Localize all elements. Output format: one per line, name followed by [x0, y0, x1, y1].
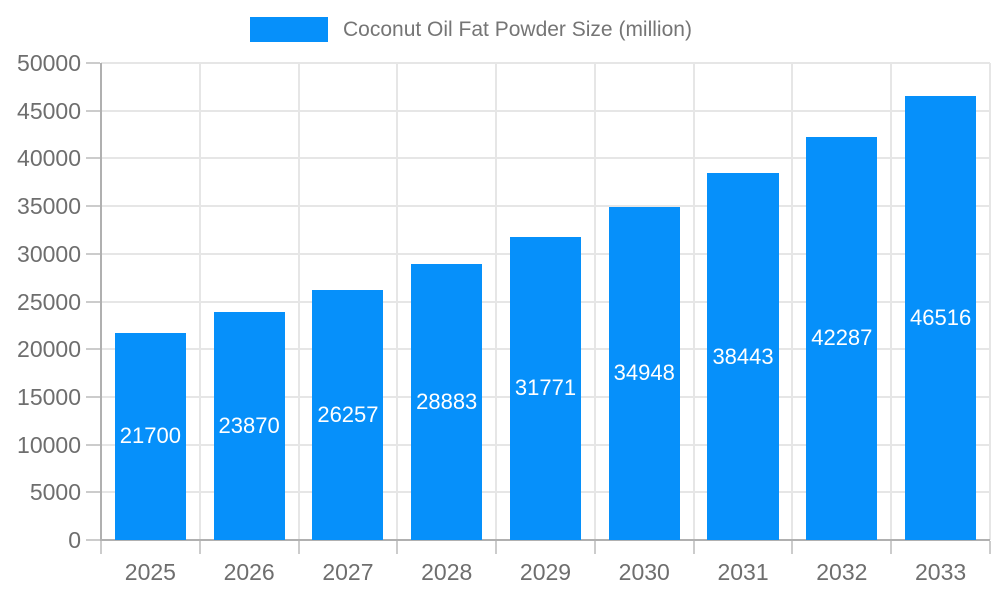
h-gridline	[101, 62, 990, 64]
x-tick-label: 2031	[717, 559, 769, 585]
y-tick-label: 0	[68, 527, 81, 553]
bar: 38443	[707, 173, 779, 540]
x-tick-label: 2026	[223, 559, 275, 585]
x-tick	[593, 541, 596, 554]
y-tick-label: 35000	[17, 193, 81, 220]
y-tick	[86, 157, 100, 160]
plot-area: 0 5000 10000 15000 20000 25000 30000 35000 40000…	[17, 50, 991, 585]
bar: 34948	[608, 206, 680, 540]
y-tick-label: 30000	[17, 240, 81, 267]
y-tick	[86, 395, 100, 398]
y-tick-label: 15000	[17, 383, 81, 410]
x-tick-label: 2033	[915, 559, 967, 585]
y-tick	[86, 348, 100, 351]
v-gridline	[198, 63, 201, 540]
y-tick	[86, 443, 100, 446]
legend-swatch	[250, 17, 328, 42]
x-tick	[297, 541, 300, 554]
v-gridline	[890, 63, 893, 540]
y-tick	[86, 62, 100, 64]
y-axis-line	[100, 63, 102, 554]
v-gridline	[791, 63, 794, 540]
y-tick-label: 25000	[17, 288, 81, 315]
bar: 21700	[114, 332, 186, 540]
x-tick	[890, 541, 893, 554]
y-tick-label: 5000	[29, 479, 81, 506]
y-tick	[86, 300, 100, 303]
bar-value-label: 23870	[218, 413, 280, 439]
x-tick-label: 2027	[322, 559, 374, 585]
x-tick	[100, 541, 102, 554]
x-tick	[396, 541, 399, 554]
bar-value-label: 38443	[712, 343, 774, 369]
y-tick-label: 40000	[17, 145, 81, 172]
y-tick-label: 10000	[17, 431, 81, 458]
bar: 46516	[905, 96, 977, 540]
v-gridline	[495, 63, 498, 540]
bar: 42287	[806, 136, 878, 540]
bar: 28883	[411, 264, 483, 540]
y-tick-label: 45000	[17, 97, 81, 124]
legend-label: Coconut Oil Fat Powder Size (million)	[343, 17, 692, 41]
y-tick	[86, 109, 100, 112]
bar: 23870	[213, 312, 285, 540]
x-tick	[791, 541, 794, 554]
bar-value-label: 28883	[416, 389, 478, 415]
x-tick	[495, 541, 498, 554]
y-tick	[86, 539, 100, 541]
bar: 26257	[312, 289, 384, 540]
v-gridline	[593, 63, 596, 540]
v-gridline	[692, 63, 695, 540]
bar-value-label: 46516	[910, 305, 972, 331]
y-tick	[86, 205, 100, 208]
x-axis-line	[101, 539, 990, 541]
x-tick-label: 2030	[618, 559, 670, 585]
h-gridline	[101, 157, 990, 160]
x-tick	[198, 541, 201, 554]
bar: 31771	[509, 236, 582, 540]
v-gridline	[989, 63, 991, 540]
v-gridline	[396, 63, 399, 540]
y-tick	[86, 491, 100, 494]
legend-item[interactable]: Coconut Oil Fat Powder Size (million)	[250, 17, 692, 42]
x-tick-label: 2028	[421, 559, 473, 585]
v-gridline	[297, 63, 300, 540]
h-gridline	[101, 205, 990, 208]
y-tick	[86, 252, 100, 255]
y-tick-label: 50000	[17, 50, 81, 76]
x-tick	[989, 541, 991, 554]
h-gridline	[101, 109, 990, 112]
bar-value-label: 21700	[119, 423, 181, 449]
bar-value-label: 34948	[613, 360, 675, 386]
x-tick-label: 2032	[816, 559, 868, 585]
bar-value-label: 26257	[317, 401, 379, 427]
y-tick-label: 20000	[17, 336, 81, 363]
bar-value-label: 31771	[514, 375, 577, 401]
x-tick	[692, 541, 695, 554]
bar-value-label: 42287	[811, 325, 873, 351]
x-tick-label: 2025	[124, 559, 176, 585]
x-tick-label: 2029	[519, 559, 572, 585]
